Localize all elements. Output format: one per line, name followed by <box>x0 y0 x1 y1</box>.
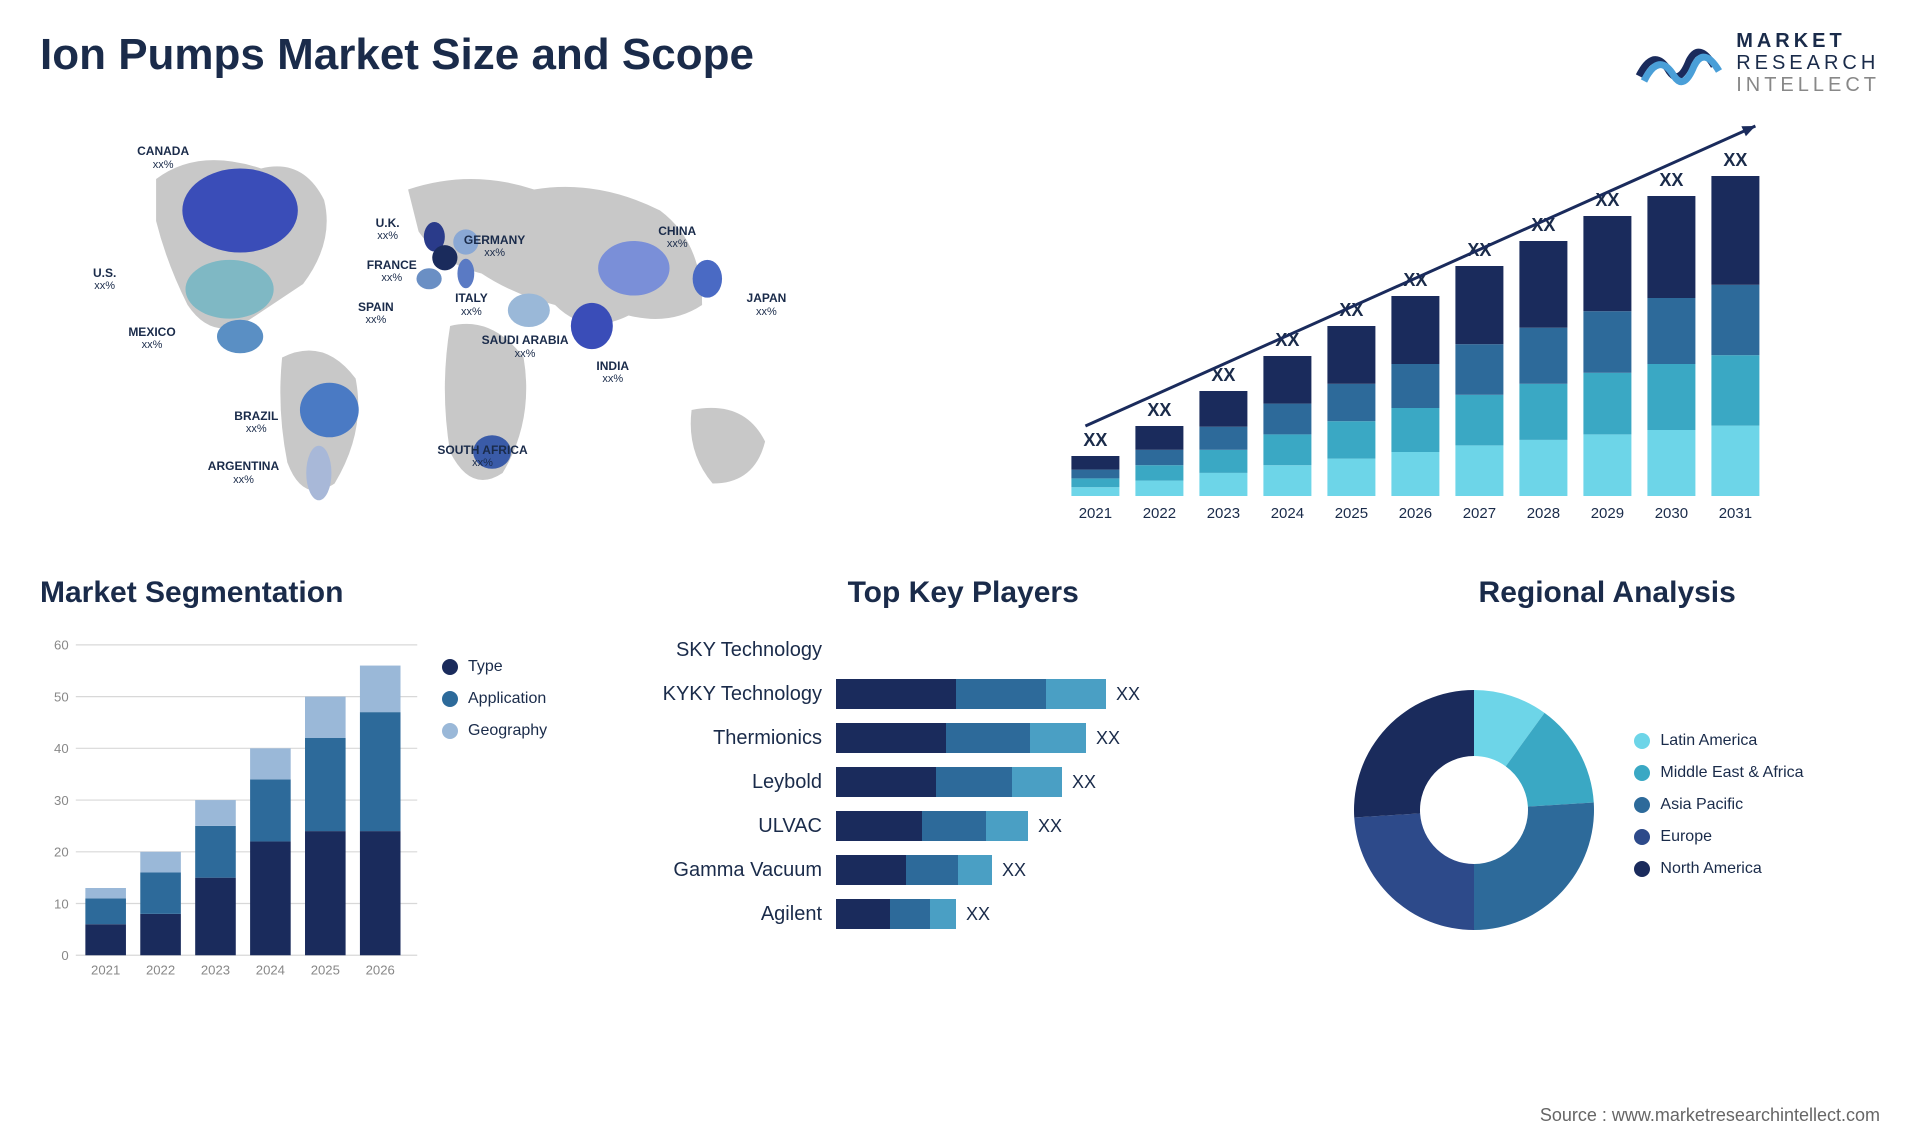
map-label-france: FRANCExx% <box>367 259 417 284</box>
svg-text:60: 60 <box>54 638 69 653</box>
map-label-saudi-arabia: SAUDI ARABIAxx% <box>482 334 569 359</box>
regional-title: Regional Analysis <box>1334 576 1880 610</box>
svg-text:XX: XX <box>1724 150 1748 170</box>
logo-waves-icon <box>1634 31 1724 96</box>
players-bars: XXXXXXXXXXXX <box>836 628 1294 936</box>
regional-legend: Latin America Middle East & Africa Asia Pa… <box>1634 732 1880 892</box>
map-label-mexico: MEXICOxx% <box>128 326 175 351</box>
map-label-canada: CANADAxx% <box>137 145 189 170</box>
svg-text:2027: 2027 <box>1463 505 1496 522</box>
map-label-brazil: BRAZILxx% <box>234 410 278 435</box>
map-label-south-africa: SOUTH AFRICAxx% <box>437 444 527 469</box>
svg-text:2025: 2025 <box>311 962 340 977</box>
region-legend-item: Asia Pacific <box>1634 796 1880 814</box>
segmentation-chart: 0 10 20 30 40 50 60 2021 2022 2023 2024 2025 2026 <box>40 628 422 996</box>
map-label-argentina: ARGENTINAxx% <box>208 460 279 485</box>
svg-text:2025: 2025 <box>1335 505 1368 522</box>
region-legend-item: Middle East & Africa <box>1634 764 1880 782</box>
svg-text:2021: 2021 <box>91 962 120 977</box>
player-label: Leybold <box>632 760 822 804</box>
regional-panel: Regional Analysis Latin America Middle Ea… <box>1334 576 1880 996</box>
region-legend-item: Latin America <box>1634 732 1880 750</box>
map-label-china: CHINAxx% <box>658 225 696 250</box>
svg-text:2026: 2026 <box>366 962 395 977</box>
page-title: Ion Pumps Market Size and Scope <box>40 30 754 80</box>
map-label-germany: GERMANYxx% <box>464 234 525 259</box>
region-legend-item: Europe <box>1634 828 1880 846</box>
region-legend-item: North America <box>1634 860 1880 878</box>
player-label: Thermionics <box>632 716 822 760</box>
svg-text:XX: XX <box>1084 430 1108 450</box>
map-label-india: INDIAxx% <box>596 360 629 385</box>
growth-chart: XX2021XX2022XX2023XX2024XX2025XX2026XX20… <box>963 116 1880 536</box>
seg-legend-type: Type <box>442 658 592 676</box>
svg-text:2023: 2023 <box>1207 505 1240 522</box>
player-bar-row: XX <box>836 716 1294 760</box>
player-bar-row <box>836 628 1294 672</box>
svg-text:XX: XX <box>1148 400 1172 420</box>
player-label: ULVAC <box>632 804 822 848</box>
map-label-u-s-: U.S.xx% <box>93 267 116 292</box>
svg-text:50: 50 <box>54 689 69 704</box>
world-map-panel: CANADAxx% U.S.xx% MEXICOxx% BRAZILxx% ARGENT… <box>40 116 923 536</box>
map-label-u-k-: U.K.xx% <box>376 217 400 242</box>
svg-text:2029: 2029 <box>1591 505 1624 522</box>
svg-text:0: 0 <box>61 948 68 963</box>
svg-text:40: 40 <box>54 741 69 756</box>
logo-text: MARKET RESEARCH INTELLECT <box>1736 30 1880 96</box>
player-label: Agilent <box>632 892 822 936</box>
player-label: KYKY Technology <box>632 672 822 716</box>
svg-text:2021: 2021 <box>1079 505 1112 522</box>
player-bar-row: XX <box>836 804 1294 848</box>
players-panel: Top Key Players SKY TechnologyKYKY Techn… <box>632 576 1294 996</box>
player-bar-row: XX <box>836 760 1294 804</box>
svg-text:2024: 2024 <box>256 962 285 977</box>
segmentation-legend: Type Application Geography <box>442 628 592 996</box>
seg-legend-geography: Geography <box>442 722 592 740</box>
segmentation-panel: Market Segmentation 0 10 20 30 40 50 60 2021 202… <box>40 576 592 996</box>
player-bar-row: XX <box>836 892 1294 936</box>
player-label: SKY Technology <box>632 628 822 672</box>
svg-text:2024: 2024 <box>1271 505 1304 522</box>
map-label-italy: ITALYxx% <box>455 292 488 317</box>
segmentation-title: Market Segmentation <box>40 576 592 610</box>
svg-text:20: 20 <box>54 845 69 860</box>
seg-legend-application: Application <box>442 690 592 708</box>
svg-text:10: 10 <box>54 896 69 911</box>
svg-text:2023: 2023 <box>201 962 230 977</box>
svg-text:2030: 2030 <box>1655 505 1688 522</box>
brand-logo: MARKET RESEARCH INTELLECT <box>1634 30 1880 96</box>
svg-text:2022: 2022 <box>146 962 175 977</box>
svg-text:2022: 2022 <box>1143 505 1176 522</box>
source-attribution: Source : www.marketresearchintellect.com <box>1540 1105 1880 1126</box>
player-label: Gamma Vacuum <box>632 848 822 892</box>
svg-text:2026: 2026 <box>1399 505 1432 522</box>
svg-text:2031: 2031 <box>1719 505 1752 522</box>
svg-text:2028: 2028 <box>1527 505 1560 522</box>
players-labels: SKY TechnologyKYKY TechnologyThermionics… <box>632 628 822 936</box>
map-label-spain: SPAINxx% <box>358 301 394 326</box>
player-bar-row: XX <box>836 848 1294 892</box>
player-bar-row: XX <box>836 672 1294 716</box>
svg-text:XX: XX <box>1660 170 1684 190</box>
players-title: Top Key Players <box>632 576 1294 610</box>
regional-donut <box>1334 670 1614 955</box>
map-label-japan: JAPANxx% <box>747 292 787 317</box>
svg-text:30: 30 <box>54 793 69 808</box>
